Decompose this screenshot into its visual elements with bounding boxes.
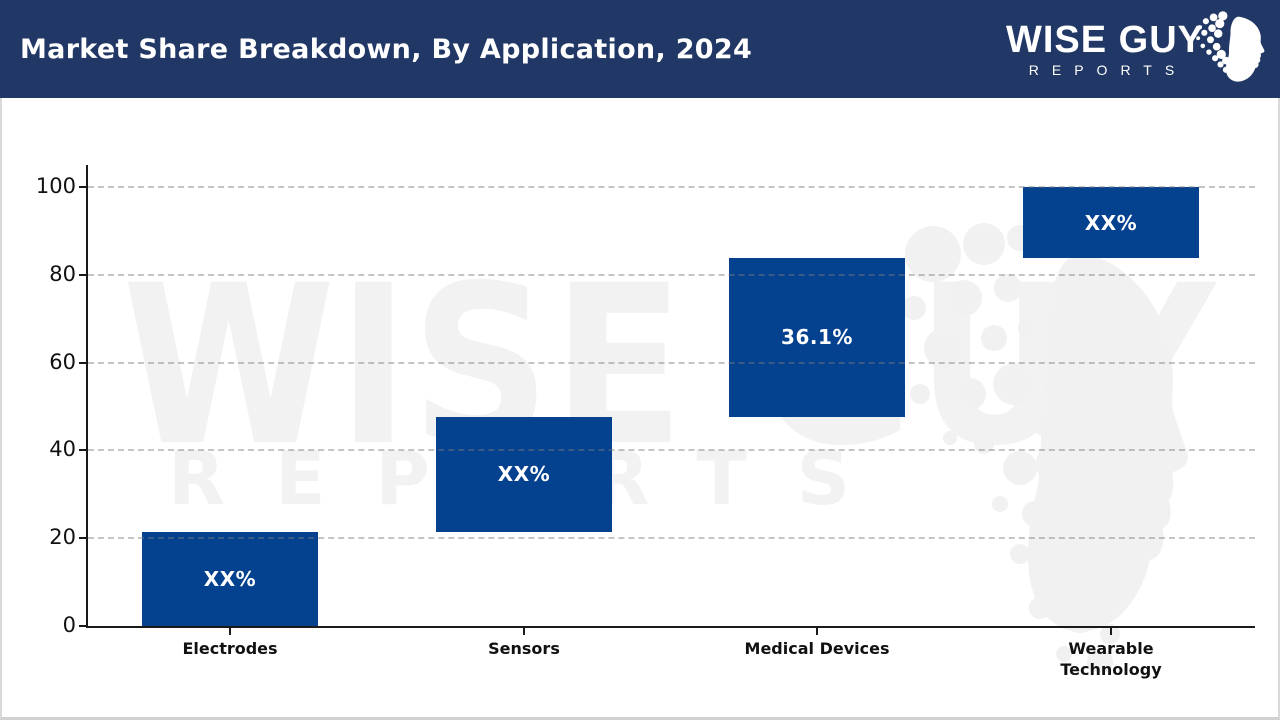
- y-tick-100: [79, 186, 86, 188]
- watermark-head-dots-graphic: [880, 223, 1188, 672]
- y-tick-60: [79, 361, 86, 364]
- header-bar: Market Share Breakdown, By Application, …: [0, 0, 1280, 98]
- bar-medical-devices: 36.1%: [729, 258, 905, 417]
- y-tick-label-100: 100: [35, 174, 76, 198]
- brand-head-icon: [1196, 11, 1265, 82]
- category-label-electrodes: Electrodes: [182, 639, 278, 658]
- y-tick-label-60: 60: [49, 349, 76, 374]
- y-tick-0: [79, 625, 86, 627]
- y-tick-40: [79, 449, 86, 452]
- brand-logo-text: WISE GUY REPORTS: [1006, 21, 1204, 78]
- bar-electrodes: XX%: [142, 532, 318, 626]
- y-tick-label-80: 80: [49, 261, 76, 286]
- y-tick-20: [79, 537, 86, 540]
- x-tick-sensors: [523, 628, 525, 635]
- brand-subtitle: REPORTS: [1028, 61, 1188, 78]
- x-tick-electrodes: [229, 628, 231, 635]
- category-label-medical-devices: Medical Devices: [744, 639, 890, 658]
- y-tick-label-40: 40: [49, 437, 76, 462]
- bar-wearable-technology: XX%: [1023, 187, 1199, 259]
- y-axis-line: [86, 165, 88, 628]
- watermark-wiseguy-text: WISE GUY: [122, 238, 1218, 494]
- y-tick-label-20: 20: [49, 525, 76, 550]
- gridline-40: [88, 449, 1255, 452]
- bar-sensors: XX%: [436, 416, 612, 533]
- gridline-20: [88, 537, 1255, 540]
- bar-value-label: XX%: [1084, 210, 1138, 235]
- category-label-sensors: Sensors: [488, 639, 560, 658]
- brand-name: WISE GUY: [1005, 18, 1204, 61]
- y-tick-80: [79, 273, 86, 276]
- gridline-80: [88, 273, 1255, 276]
- bar-value-label: 36.1%: [781, 325, 853, 350]
- gridline-60: [88, 361, 1255, 364]
- x-tick-wearable-technology: [1110, 628, 1112, 635]
- x-tick-medical-devices: [816, 628, 818, 635]
- brand-logo: WISE GUY REPORTS: [1006, 0, 1266, 98]
- x-axis-line: [86, 626, 1255, 628]
- category-label-wearable-technology: Wearable Technology: [1060, 639, 1162, 679]
- page-title: Market Share Breakdown, By Application, …: [20, 33, 753, 65]
- y-tick-label-0: 0: [62, 613, 76, 637]
- bar-value-label: XX%: [203, 567, 257, 592]
- bar-value-label: XX%: [497, 462, 551, 487]
- gridline-100: [88, 186, 1255, 188]
